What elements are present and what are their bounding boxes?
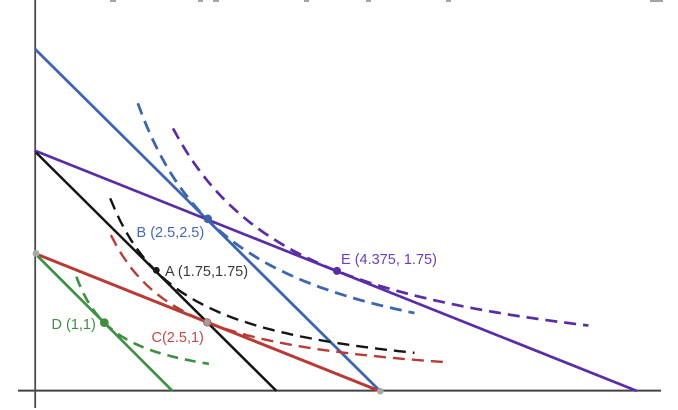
svg-text:E (4.375, 1.75): E (4.375, 1.75) (341, 252, 437, 268)
svg-text:D (1,1): D (1,1) (52, 317, 96, 333)
svg-text:A (1.75,1.75): A (1.75,1.75) (165, 264, 248, 280)
svg-text:C(2.5,1): C(2.5,1) (152, 330, 204, 346)
svg-text:B (2.5,2.5): B (2.5,2.5) (137, 225, 205, 241)
